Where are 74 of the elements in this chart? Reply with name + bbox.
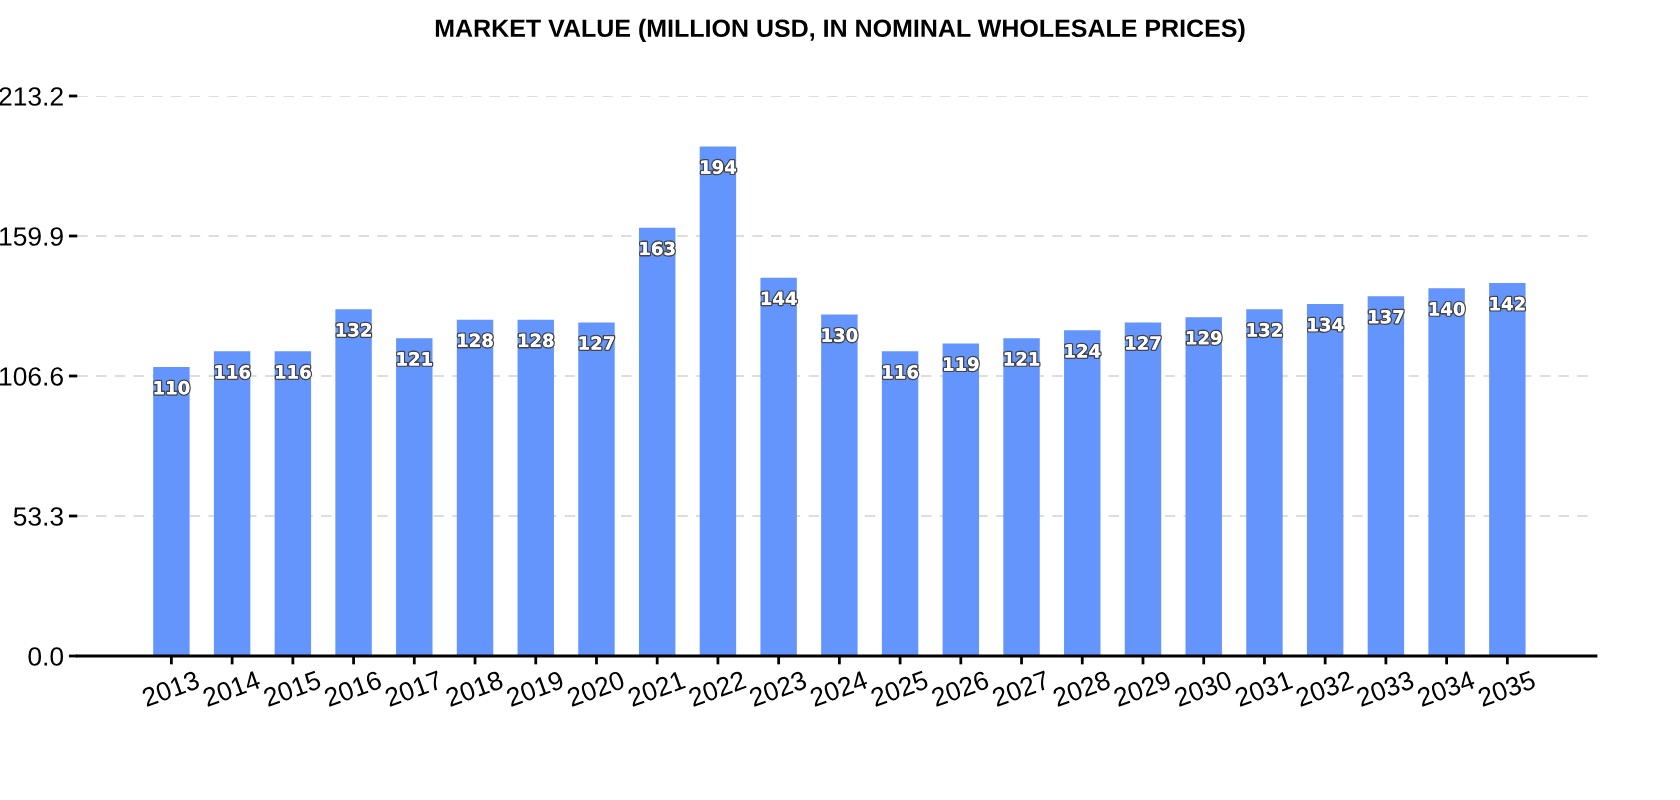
data-label: 124 [1065, 344, 1101, 358]
bar [1064, 330, 1101, 656]
data-label: 121 [1004, 351, 1040, 366]
chart-title: MARKET VALUE (MILLION USD, IN NOMINAL WHOLESALE PRICES) [435, 18, 1245, 43]
bar [760, 277, 797, 656]
y-tick-label: 106.6 [0, 367, 63, 386]
x-tick-label: 2030 [1173, 670, 1233, 708]
data-label: 163 [640, 241, 675, 256]
x-tick-label: 2023 [748, 670, 808, 708]
bar [153, 367, 190, 656]
data-label: 194 [701, 160, 736, 174]
y-tick-label: 159.9 [0, 227, 63, 246]
bar [396, 338, 433, 656]
data-label: 116 [276, 365, 311, 379]
x-tick-label: 2033 [1355, 670, 1415, 708]
bar [578, 322, 615, 656]
bar [1367, 296, 1405, 656]
x-tick-label: 2016 [323, 670, 383, 708]
x-tick-label: 2014 [201, 670, 262, 708]
data-label: 116 [883, 365, 918, 379]
bar [638, 227, 676, 656]
x-tick-label: 2024 [809, 670, 869, 708]
bar [881, 351, 919, 656]
bar [1489, 283, 1526, 656]
bar [1246, 309, 1283, 656]
bar [517, 319, 554, 656]
bar [1306, 304, 1344, 656]
x-tick-label: 2026 [930, 670, 990, 708]
data-label: 110 [154, 380, 190, 395]
bar [699, 146, 737, 656]
y-tick-label: 213.2 [0, 87, 63, 106]
x-tick-label: 2028 [1051, 670, 1112, 708]
data-label: 127 [1126, 336, 1161, 350]
x-tick-label: 2031 [1234, 670, 1294, 708]
x-tick-label: 2034 [1416, 670, 1476, 708]
x-tick-label: 2029 [1112, 670, 1172, 708]
y-tick-label: 53.3 [13, 507, 63, 526]
bar [1003, 338, 1040, 656]
data-label: 130 [822, 328, 858, 342]
data-label: 132 [336, 323, 371, 337]
data-label: 119 [944, 357, 979, 371]
x-tick-label: 2021 [626, 670, 686, 708]
bar [1185, 317, 1222, 656]
y-tick-label: 0.0 [28, 647, 64, 666]
x-tick-label: 2017 [384, 670, 444, 708]
bar [274, 351, 312, 656]
x-tick-label: 2020 [566, 670, 626, 708]
bar [942, 343, 980, 656]
data-label: 129 [1186, 330, 1222, 345]
data-label: 128 [518, 333, 554, 348]
x-tick-label: 2035 [1477, 670, 1537, 708]
data-label: 142 [1490, 296, 1525, 311]
bar [821, 314, 858, 656]
data-label: 140 [1429, 302, 1465, 316]
data-label: 127 [579, 336, 614, 350]
x-tick-label: 2013 [141, 670, 201, 708]
data-label: 144 [761, 291, 797, 305]
bar [456, 319, 494, 656]
x-tick-label: 2018 [444, 670, 504, 708]
x-tick-label: 2032 [1294, 670, 1354, 708]
x-tick-label: 2027 [991, 670, 1051, 708]
x-tick-label: 2022 [687, 670, 747, 708]
data-label: 121 [397, 351, 432, 366]
bar [335, 309, 372, 656]
x-tick-label: 2015 [262, 670, 322, 708]
data-label: 137 [1369, 309, 1404, 324]
bar [213, 351, 251, 656]
bar [1428, 288, 1465, 656]
x-tick-label: 2019 [505, 670, 565, 708]
x-tick-label: 2025 [869, 670, 930, 708]
data-label: 128 [458, 333, 493, 348]
data-label: 132 [1247, 323, 1282, 337]
data-label: 116 [215, 365, 250, 379]
bar [1124, 322, 1162, 656]
